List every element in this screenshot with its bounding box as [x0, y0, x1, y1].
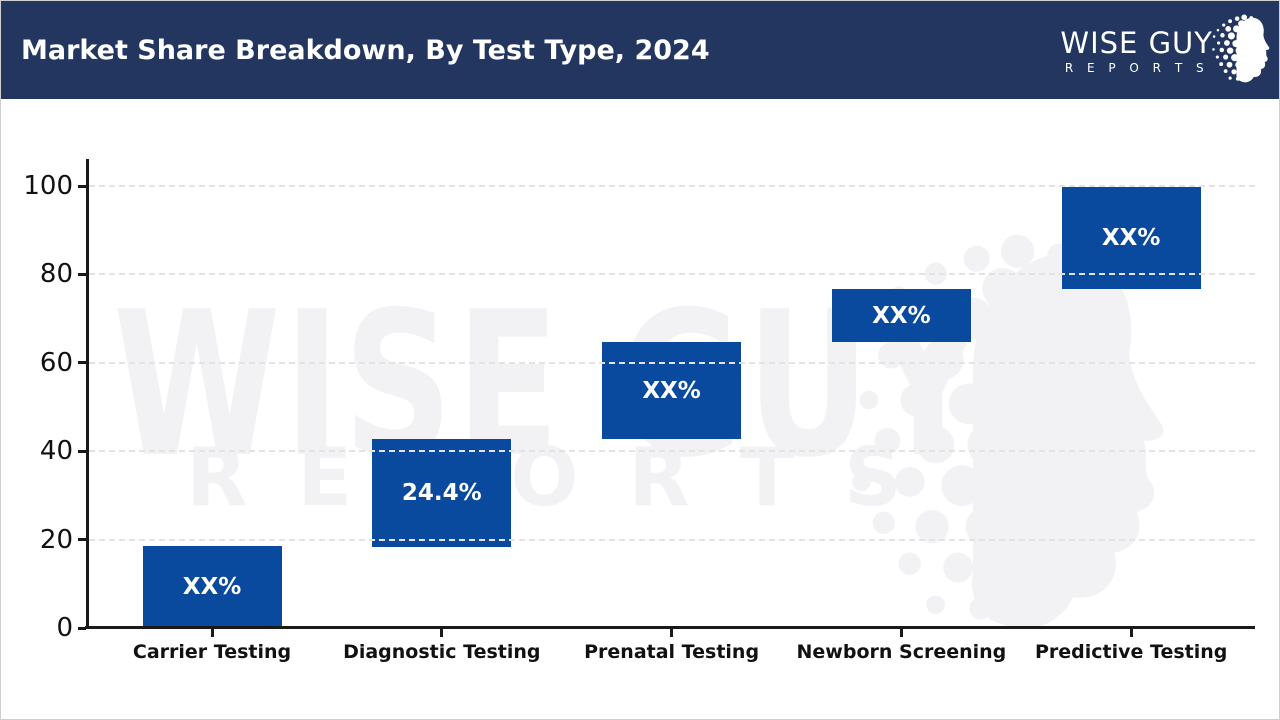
gridline-80: [89, 273, 1255, 276]
bar-segment: [602, 342, 742, 440]
gridline-20: [89, 538, 1255, 541]
y-tick-label: 100: [23, 171, 73, 201]
y-tick-label: 0: [56, 613, 73, 643]
x-category-label: Newborn Screening: [796, 641, 1007, 663]
gridline-40: [89, 450, 1255, 453]
x-category-label: Carrier Testing: [132, 641, 292, 663]
y-tick-label: 80: [39, 259, 73, 290]
x-category-label: Prenatal Testing: [584, 641, 760, 663]
bar-value-label: 24.4%: [401, 480, 482, 507]
logo-reports-text: R E P O R T S: [1064, 61, 1209, 75]
bar-segment: [372, 439, 512, 548]
wise-guy-logo: WISE GUY R E P O R T S: [1060, 1, 1273, 99]
y-tick-mark: [78, 272, 86, 276]
y-tick-mark: [78, 626, 86, 630]
y-axis-line: [86, 159, 89, 629]
logo-text: WISE GUY R E P O R T S: [1060, 26, 1213, 76]
header: Market Share Breakdown, By Test Type, 20…: [1, 1, 1279, 99]
bar-segment: [1061, 186, 1201, 289]
bar-value-label: XX%: [642, 377, 701, 404]
y-tick-mark: [78, 538, 86, 542]
x-category-label: Diagnostic Testing: [343, 641, 541, 663]
x-tick-mark: [440, 629, 444, 637]
bar-value-label: XX%: [1101, 224, 1161, 251]
bar-value-label: XX%: [872, 302, 931, 329]
y-tick-mark: [78, 449, 86, 453]
bar-segment: [142, 546, 282, 628]
x-tick-mark: [899, 629, 903, 637]
gridline-100: [89, 185, 1255, 187]
y-tick-label: 40: [39, 436, 73, 467]
y-tick-mark: [78, 184, 86, 188]
bar-segment: [831, 288, 971, 343]
x-category-label: Predictive Testing: [1034, 641, 1228, 663]
page-title: Market Share Breakdown, By Test Type, 20…: [21, 34, 710, 66]
head-silhouette-icon: [1212, 14, 1270, 83]
x-axis-line: [85, 626, 1255, 629]
x-tick-mark: [1129, 629, 1133, 637]
y-tick-label: 60: [39, 347, 73, 378]
y-tick-label: 20: [39, 524, 73, 555]
logo-wise-guy-text: WISE GUY: [1060, 26, 1213, 60]
bar-value-label: XX%: [182, 574, 242, 601]
x-tick-mark: [670, 629, 674, 637]
y-tick-mark: [78, 361, 86, 365]
gridline-60: [89, 361, 1255, 364]
x-tick-mark: [210, 629, 214, 637]
